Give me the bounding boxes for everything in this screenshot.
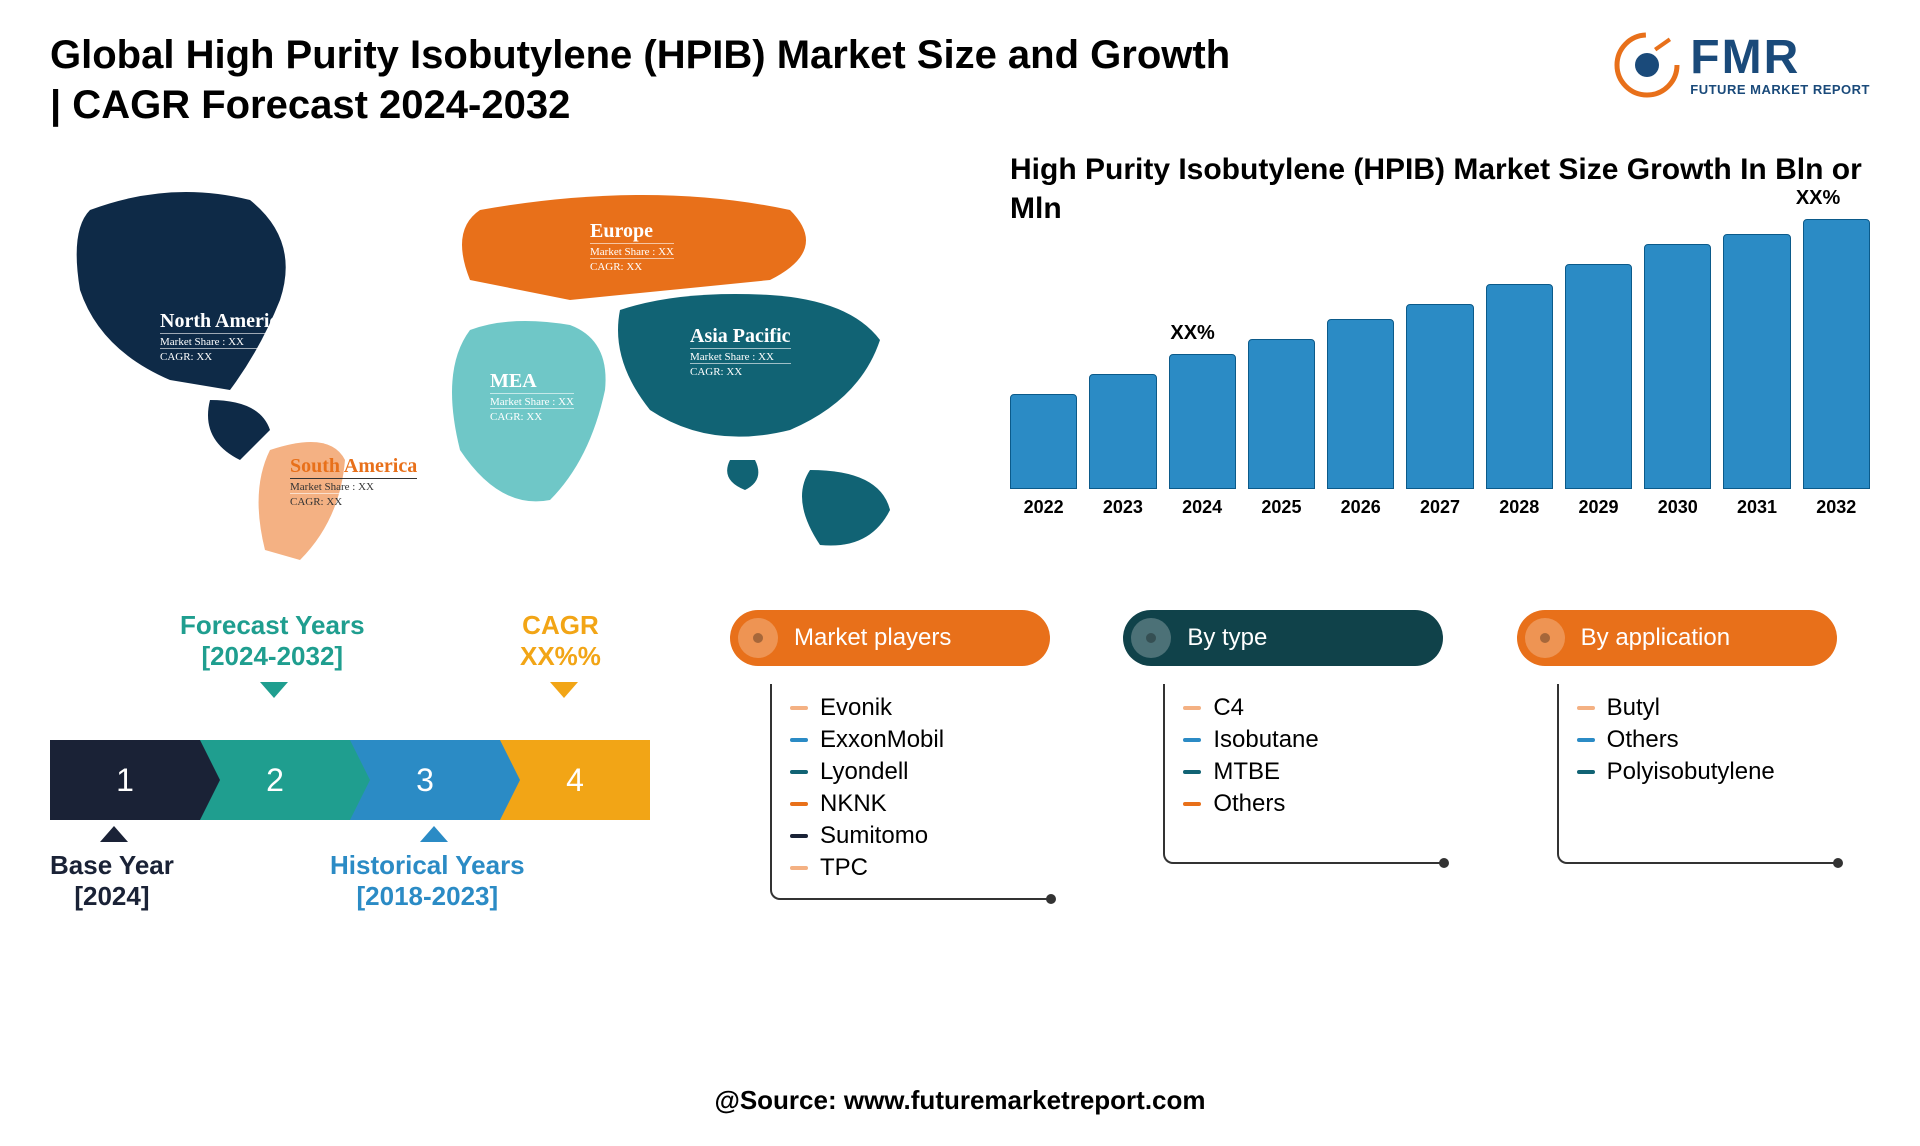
bar-2031: 2031 [1723, 234, 1790, 518]
list-item: Others [1183, 790, 1443, 818]
region-na-cagr: CAGR: XX [160, 348, 288, 363]
region-ap-share: Market Share : XX [690, 348, 791, 363]
region-sa-share: Market Share : XX [290, 478, 417, 493]
list-item: NKNK [790, 790, 1050, 818]
bar-2028: 2028 [1486, 284, 1553, 518]
list-item: Sumitomo [790, 822, 1050, 850]
region-mea-name: MEA [490, 370, 574, 393]
logo-brand: FMR [1690, 34, 1870, 82]
timeline-seg-1: 1 [50, 740, 200, 820]
page-title: Global High Purity Isobutylene (HPIB) Ma… [50, 30, 1250, 130]
region-sa-cagr: CAGR: XX [290, 493, 417, 508]
bar-2032: 2032 [1803, 219, 1870, 518]
timeline-seg-4: 4 [500, 740, 650, 820]
logo-icon [1612, 30, 1682, 100]
world-map: North America Market Share : XX CAGR: XX… [50, 150, 950, 570]
region-na-name: North America [160, 310, 288, 333]
region-mea-cagr: CAGR: XX [490, 408, 574, 423]
list-item: Butyl [1577, 694, 1837, 722]
region-na-share: Market Share : XX [160, 333, 288, 348]
timeline-seg-2: 2 [200, 740, 350, 820]
tl-base: Base Year [2024] [50, 850, 174, 912]
category-market-players: Market players Evonik ExxonMobil Lyondell N… [730, 610, 1083, 900]
list-item: TPC [790, 854, 1050, 882]
region-eu-cagr: CAGR: XX [590, 258, 674, 273]
category-by-application: By application Butyl Others Polyisobutylen… [1517, 610, 1870, 864]
list-item: Lyondell [790, 758, 1050, 786]
bar-2027: 2027 [1406, 304, 1473, 518]
bar-2024: 2024 [1169, 354, 1236, 518]
region-ap-cagr: CAGR: XX [690, 363, 791, 378]
list-item: Evonik [790, 694, 1050, 722]
bar-2026: 2026 [1327, 319, 1394, 518]
cat2-title: By application [1581, 624, 1730, 652]
bar-2022: 2022 [1010, 394, 1077, 518]
bar-chart: High Purity Isobutylene (HPIB) Market Si… [990, 150, 1870, 570]
tl-historical: Historical Years [2018-2023] [330, 850, 525, 912]
bar-2030: 2030 [1644, 244, 1711, 518]
logo-tagline: FUTURE MARKET REPORT [1690, 82, 1870, 97]
bar-2023: 2023 [1089, 374, 1156, 518]
logo: FMR FUTURE MARKET REPORT [1612, 30, 1870, 100]
region-ap-name: Asia Pacific [690, 325, 791, 348]
list-item: MTBE [1183, 758, 1443, 786]
region-eu-name: Europe [590, 220, 674, 243]
source-attribution: @Source: www.futuremarketreport.com [0, 1085, 1920, 1116]
list-item: Isobutane [1183, 726, 1443, 754]
timeline-seg-3: 3 [350, 740, 500, 820]
bar-2029: 2029 [1565, 264, 1632, 518]
bar-2025: 2025 [1248, 339, 1315, 518]
region-sa-name: South America [290, 455, 417, 478]
tl-cagr: CAGR XX%% [520, 610, 601, 672]
tl-forecast: Forecast Years [2024-2032] [180, 610, 365, 672]
category-by-type: By type C4 Isobutane MTBE Others [1123, 610, 1476, 864]
timeline: Forecast Years [2024-2032] CAGR XX%% 123… [50, 610, 690, 930]
list-item: Polyisobutylene [1577, 758, 1837, 786]
bar-annotation: XX% [1170, 322, 1214, 345]
cat0-title: Market players [794, 624, 951, 652]
list-item: C4 [1183, 694, 1443, 722]
region-mea-share: Market Share : XX [490, 393, 574, 408]
list-item: Others [1577, 726, 1837, 754]
region-eu-share: Market Share : XX [590, 243, 674, 258]
cat1-title: By type [1187, 624, 1267, 652]
list-item: ExxonMobil [790, 726, 1050, 754]
chart-title: High Purity Isobutylene (HPIB) Market Si… [1010, 150, 1870, 228]
bar-annotation: XX% [1796, 187, 1840, 210]
